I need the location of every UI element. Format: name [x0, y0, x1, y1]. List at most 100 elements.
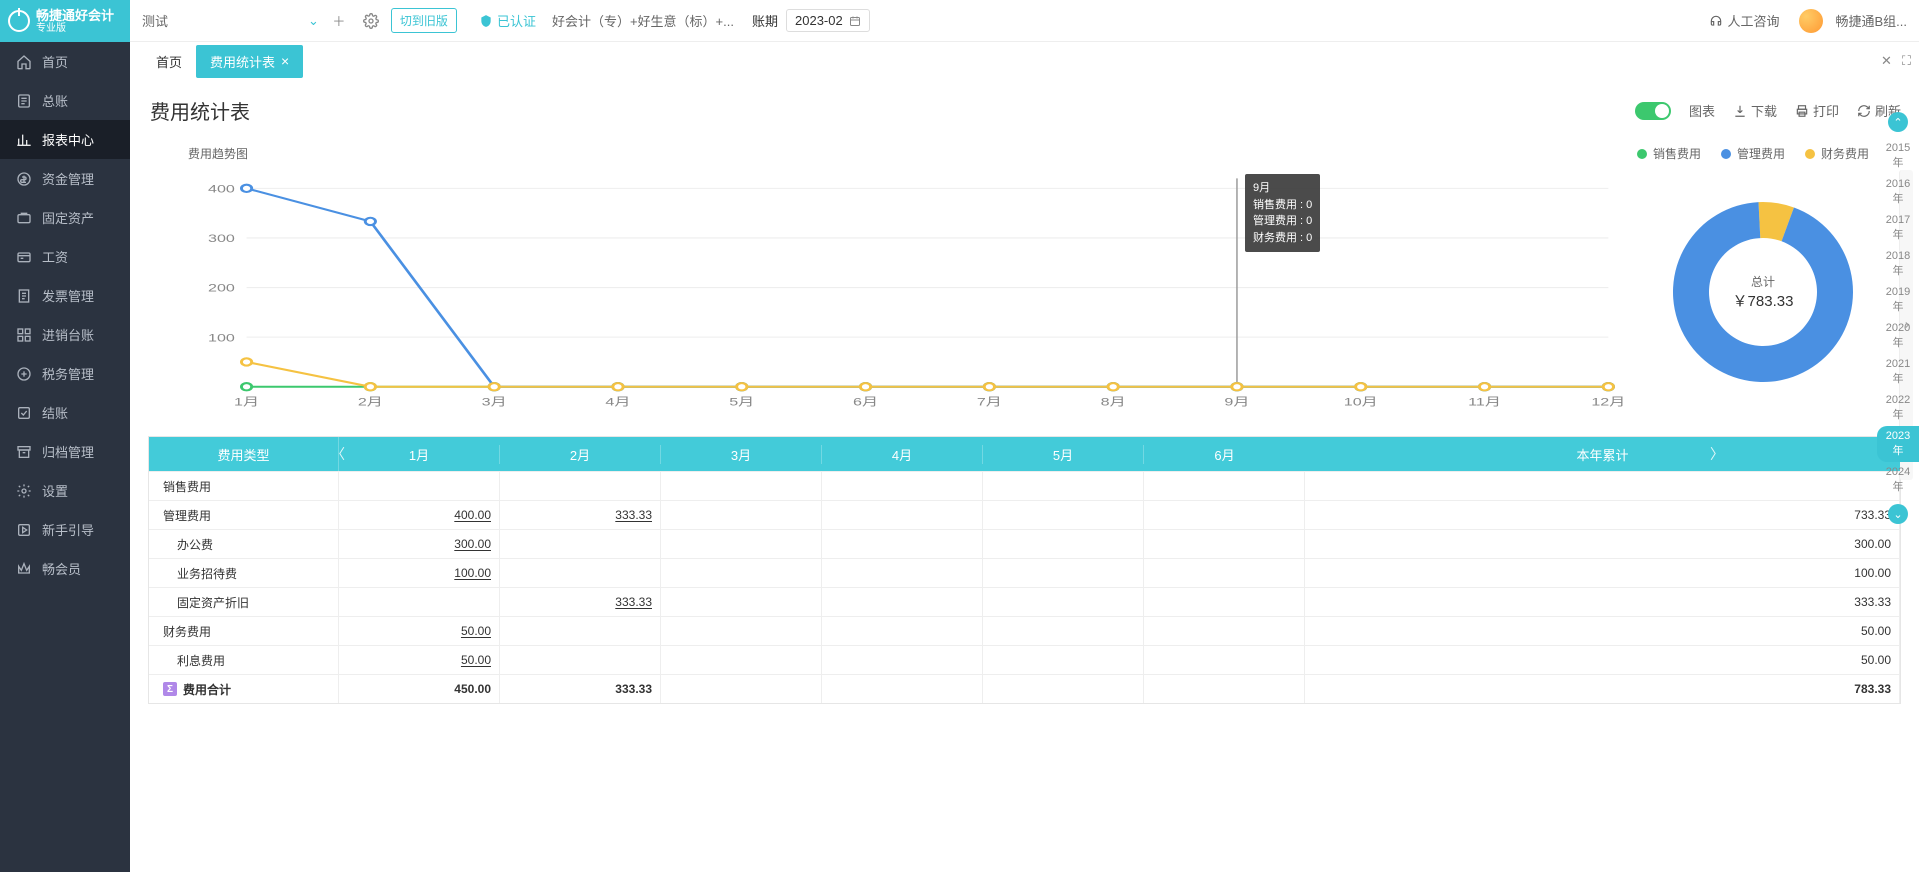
legend-item-0[interactable]: 销售费用 — [1637, 145, 1701, 162]
row-total: 50.00 — [1305, 646, 1900, 674]
donut-chart: 总计 ￥783.33 — [1663, 192, 1863, 392]
svg-text:10月: 10月 — [1344, 395, 1378, 408]
vip-icon — [16, 561, 32, 577]
svg-text:3月: 3月 — [482, 395, 507, 408]
cert-badge: 已认证 — [479, 11, 536, 30]
calendar-icon — [849, 15, 861, 27]
sidebar-item-3[interactable]: 资金管理 — [0, 159, 130, 198]
year-2015年[interactable]: 2015年 — [1877, 138, 1919, 174]
cell[interactable]: 333.33 — [500, 588, 661, 616]
year-2023年[interactable]: 2023年 — [1877, 426, 1919, 462]
svg-text:11月: 11月 — [1468, 395, 1501, 408]
th-month-3: 4月 — [822, 445, 983, 464]
year-up-button[interactable]: ⌃ — [1888, 112, 1908, 132]
tab-1[interactable]: 费用统计表× — [196, 45, 303, 78]
legend-item-2[interactable]: 财务费用 — [1805, 145, 1869, 162]
row-label: 销售费用 — [149, 472, 339, 500]
prev-months-button[interactable]: 〈 — [323, 444, 353, 464]
invoice-icon — [16, 288, 32, 304]
year-2024年[interactable]: 2024年 — [1877, 462, 1919, 498]
cell — [822, 588, 983, 616]
year-2017年[interactable]: 2017年 — [1877, 210, 1919, 246]
cell[interactable]: 100.00 — [339, 559, 500, 587]
cell[interactable]: 333.33 — [500, 501, 661, 529]
username: 畅捷通B组... — [1835, 11, 1907, 30]
year-2016年[interactable]: 2016年 — [1877, 174, 1919, 210]
sidebar-item-9[interactable]: 结账 — [0, 393, 130, 432]
headset-icon — [1709, 14, 1723, 28]
brand-edition: 专业版 — [36, 24, 114, 34]
avatar[interactable] — [1799, 9, 1823, 33]
svg-text:400: 400 — [208, 182, 235, 195]
cell[interactable]: 400.00 — [339, 501, 500, 529]
row-total: 733.33 — [1305, 501, 1900, 529]
period-select[interactable]: 2023-02 — [786, 9, 870, 32]
next-months-button[interactable]: 〉 — [1702, 444, 1732, 464]
cell — [822, 646, 983, 674]
legend-item-1[interactable]: 管理费用 — [1721, 145, 1785, 162]
gear-icon[interactable] — [359, 9, 383, 33]
year-2022年[interactable]: 2022年 — [1877, 390, 1919, 426]
expense-table: 费用类型 〈 1月2月3月4月5月6月 〉 本年累计 销售费用管理费用400.0… — [148, 436, 1901, 704]
year-down-button[interactable]: ⌄ — [1888, 504, 1908, 524]
helpdesk-button[interactable]: 人工咨询 — [1709, 11, 1779, 30]
download-icon — [1733, 104, 1747, 118]
cell — [822, 472, 983, 500]
donut-value: ￥783.33 — [1733, 290, 1794, 311]
chart-legend: 销售费用 管理费用 财务费用 — [1637, 145, 1869, 162]
close-tab-icon[interactable]: ✕ — [1881, 53, 1892, 69]
company-select[interactable]: 测试 ⌄ — [142, 11, 319, 30]
cell — [500, 646, 661, 674]
year-2018年[interactable]: 2018年 — [1877, 246, 1919, 282]
sidebar-item-13[interactable]: 畅会员 — [0, 549, 130, 588]
topbar: 测试 ⌄ ＋ 切到旧版 已认证 好会计（专）+好生意（标）+... 账期 202… — [130, 0, 1919, 42]
sidebar-item-label: 归档管理 — [42, 442, 94, 461]
th-month-0: 1月 — [339, 445, 500, 464]
sidebar-item-0[interactable]: 首页 — [0, 42, 130, 81]
sidebar-item-5[interactable]: 工资 — [0, 237, 130, 276]
year-2019年[interactable]: 2019年 — [1877, 282, 1919, 318]
table-row: 销售费用 — [149, 471, 1900, 500]
year-2021年[interactable]: 2021年 — [1877, 354, 1919, 390]
print-button[interactable]: 打印 — [1795, 101, 1839, 120]
th-month-4: 5月 — [983, 445, 1144, 464]
tab-close-icon[interactable]: × — [281, 53, 289, 69]
switch-old-button[interactable]: 切到旧版 — [391, 8, 457, 33]
add-button[interactable]: ＋ — [327, 9, 351, 33]
cell — [1144, 646, 1305, 674]
svg-text:12月: 12月 — [1591, 395, 1623, 408]
sidebar-item-12[interactable]: 新手引导 — [0, 510, 130, 549]
cell[interactable]: 300.00 — [339, 530, 500, 558]
th-month-2: 3月 — [661, 445, 822, 464]
cell[interactable]: 50.00 — [339, 646, 500, 674]
print-icon — [1795, 104, 1809, 118]
download-button[interactable]: 下载 — [1733, 101, 1777, 120]
sidebar-item-7[interactable]: 进销台账 — [0, 315, 130, 354]
trend-line-chart: 1002003004001月2月3月4月5月6月7月8月9月10月11月12月 … — [188, 168, 1623, 418]
cell[interactable]: 50.00 — [339, 617, 500, 645]
cell — [983, 646, 1144, 674]
svg-text:9月: 9月 — [1224, 395, 1249, 408]
period-label: 账期 — [752, 11, 778, 30]
year-2020年[interactable]: 2020年 — [1877, 318, 1919, 354]
table-total-row: Σ费用合计450.00333.33783.33 — [149, 674, 1900, 703]
sidebar-item-label: 发票管理 — [42, 286, 94, 305]
cell — [822, 501, 983, 529]
chart-toggle[interactable] — [1635, 102, 1671, 120]
fund-icon — [16, 171, 32, 187]
sidebar-item-label: 固定资产 — [42, 208, 94, 227]
sidebar-item-4[interactable]: 固定资产 — [0, 198, 130, 237]
cell — [1144, 588, 1305, 616]
sidebar-item-2[interactable]: 报表中心 — [0, 120, 130, 159]
sidebar-item-11[interactable]: 设置 — [0, 471, 130, 510]
sidebar-item-10[interactable]: 归档管理 — [0, 432, 130, 471]
cloud-upload-icon — [8, 10, 30, 32]
total-cell — [661, 675, 822, 703]
sidebar-item-6[interactable]: 发票管理 — [0, 276, 130, 315]
sidebar-item-1[interactable]: 总账 — [0, 81, 130, 120]
cell — [822, 530, 983, 558]
expand-icon[interactable]: ⛶ — [1902, 53, 1911, 69]
sidebar-item-8[interactable]: 税务管理 — [0, 354, 130, 393]
tab-0[interactable]: 首页 — [142, 45, 196, 78]
cell — [339, 472, 500, 500]
